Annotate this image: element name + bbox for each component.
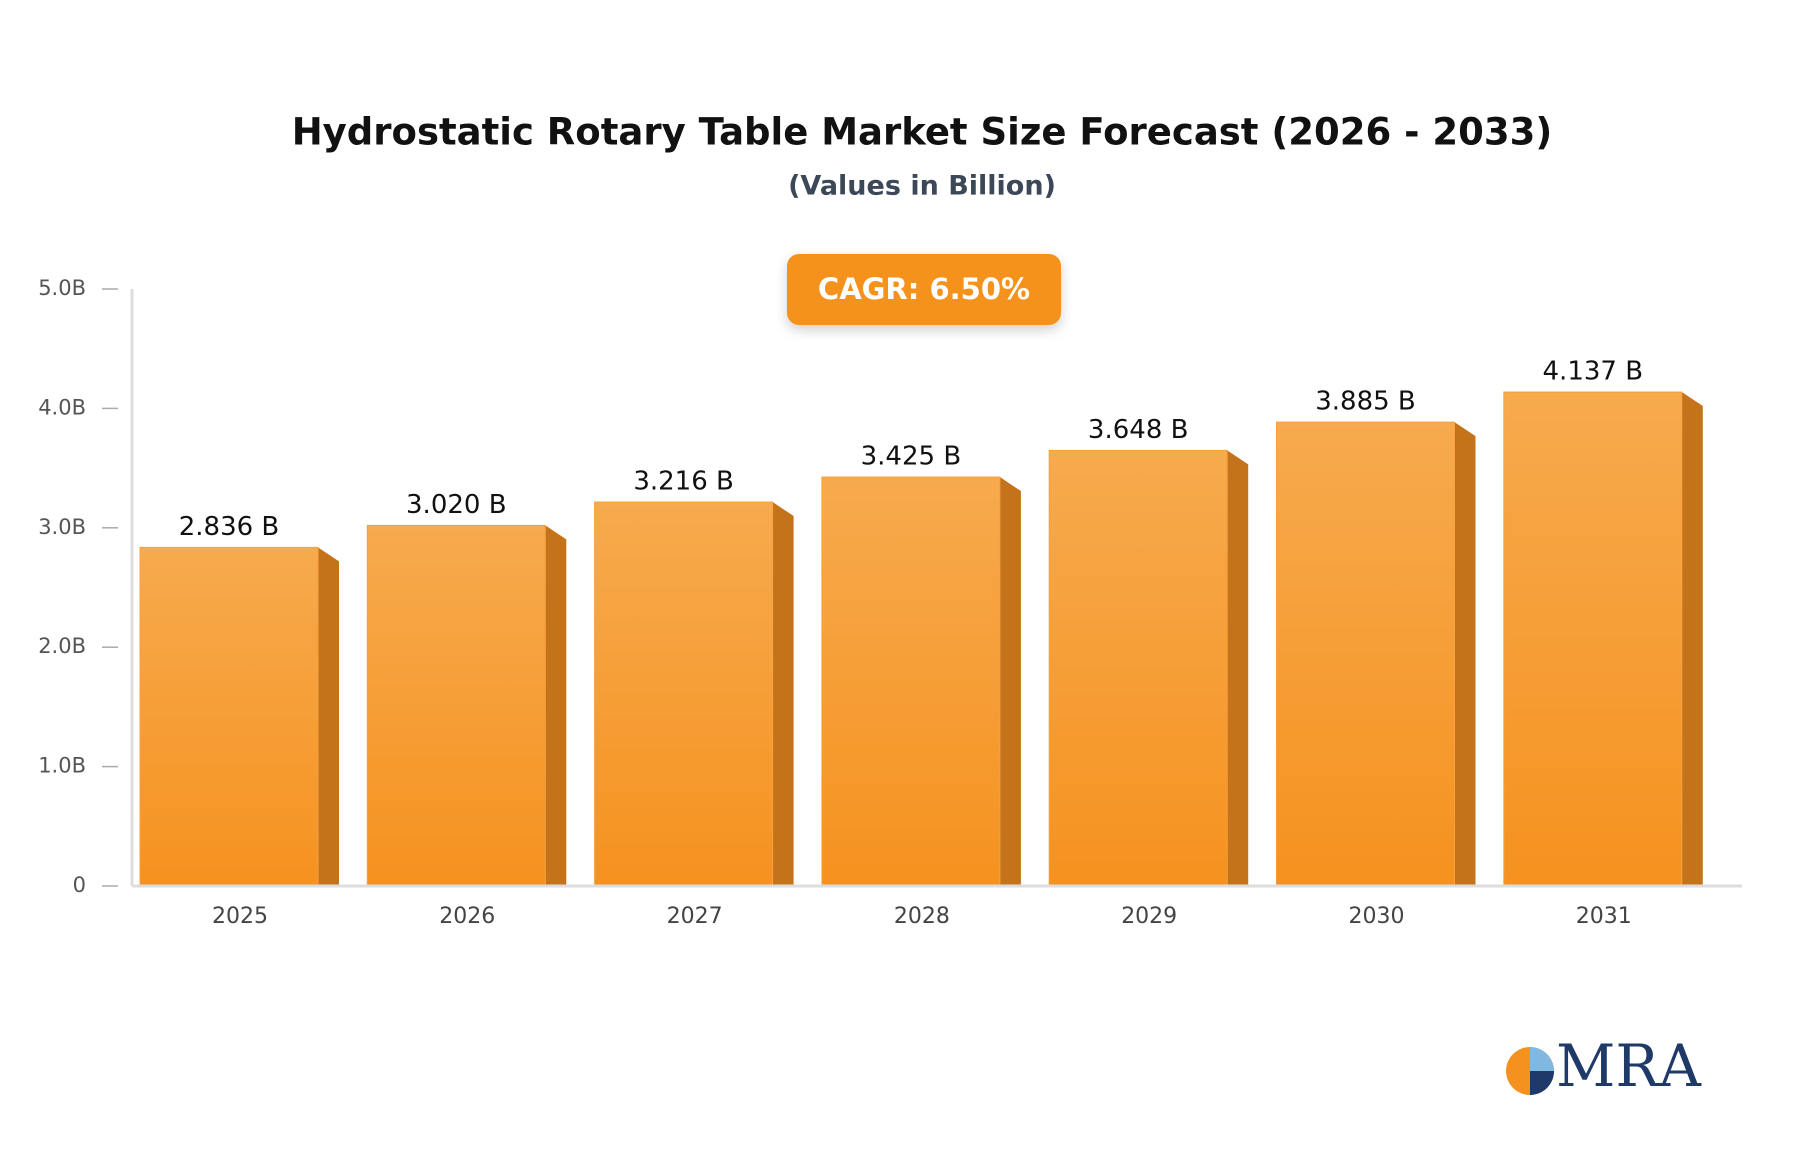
x-tick-label: 2031 xyxy=(1576,904,1632,929)
logo: MRA xyxy=(1506,1032,1702,1100)
bar-side xyxy=(318,547,339,886)
y-tick-label: 0 xyxy=(73,873,86,897)
x-tick-label: 2028 xyxy=(894,904,950,929)
value-label: 3.648 B xyxy=(1088,415,1189,445)
y-tick-label: 3.0B xyxy=(38,515,86,539)
value-label: 4.137 B xyxy=(1543,357,1644,387)
bar-side xyxy=(1681,392,1703,886)
bar xyxy=(139,546,319,887)
x-tick-label: 2025 xyxy=(212,904,268,929)
value-label: 2.836 B xyxy=(179,512,280,542)
bar xyxy=(1503,391,1683,887)
annotation: CAGR: 6.50% xyxy=(818,272,1030,306)
y-tick-label: 4.0B xyxy=(38,395,86,419)
bar-side xyxy=(1454,422,1476,886)
bar xyxy=(821,476,1001,887)
x-tick-label: 2026 xyxy=(439,904,495,929)
y-tick-label: 2.0B xyxy=(38,634,86,658)
x-tick-label: 2027 xyxy=(667,904,723,929)
bar-side xyxy=(772,502,794,886)
bar-side xyxy=(999,477,1021,886)
bar-side xyxy=(1227,450,1249,886)
logo-text: MRA xyxy=(1556,1032,1702,1100)
logo-icon-part xyxy=(1530,1071,1554,1095)
bar xyxy=(594,501,774,887)
value-label: 3.885 B xyxy=(1315,387,1416,417)
y-tick-label: 5.0B xyxy=(38,276,86,300)
bar xyxy=(366,524,546,887)
bar xyxy=(1276,421,1455,887)
chart-subtitle: (Values in Billion) xyxy=(788,171,1056,202)
annotation-box xyxy=(787,254,1061,325)
bar xyxy=(1048,449,1228,887)
x-tick-label: 2030 xyxy=(1349,904,1405,929)
bar-side xyxy=(545,525,567,886)
value-label: 3.020 B xyxy=(406,490,507,520)
value-label: 3.425 B xyxy=(861,442,962,472)
x-tick-label: 2029 xyxy=(1121,904,1177,929)
value-label: 3.216 B xyxy=(633,467,734,497)
logo-icon-part xyxy=(1530,1047,1554,1071)
chart-title: Hydrostatic Rotary Table Market Size For… xyxy=(292,111,1553,154)
y-tick-label: 1.0B xyxy=(38,754,86,778)
